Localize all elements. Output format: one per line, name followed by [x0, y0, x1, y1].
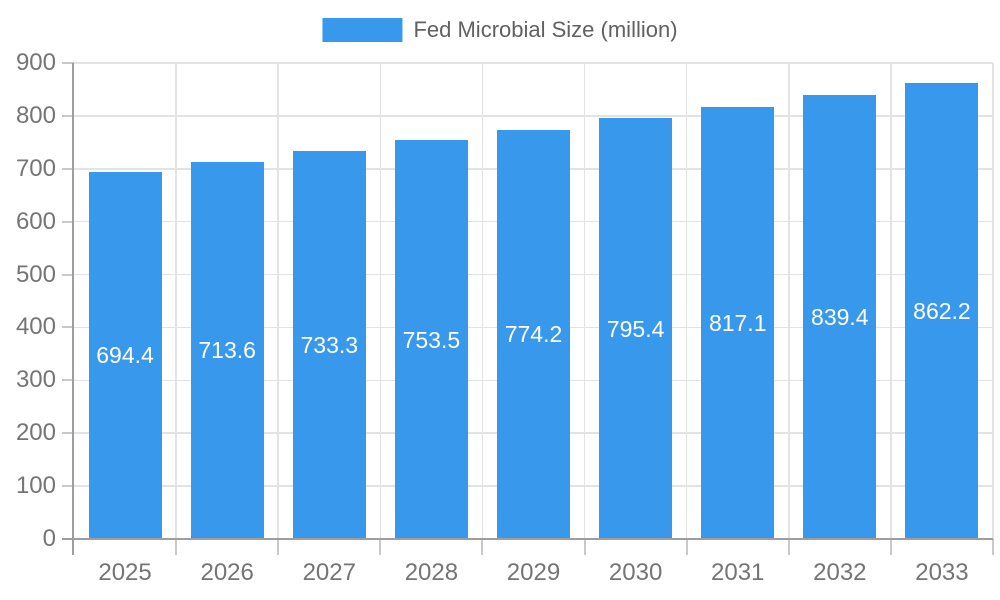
y-axis-label: 700: [15, 154, 56, 182]
gridline-v: [583, 63, 586, 539]
y-tick: [62, 326, 74, 329]
gridline-v: [788, 63, 790, 539]
bar-2028[interactable]: 753.5: [394, 140, 468, 539]
legend-label: Fed Microbial Size (million): [413, 17, 678, 42]
x-tick: [481, 539, 484, 555]
x-axis-label: 2029: [506, 559, 561, 586]
y-axis-label: 300: [15, 366, 56, 394]
x-tick: [175, 539, 178, 555]
y-axis-label: 500: [15, 260, 56, 288]
bar-2030[interactable]: 795.4: [599, 118, 673, 539]
x-tick: [277, 539, 280, 555]
bar-value-label: 713.6: [198, 337, 256, 364]
x-axis-label: 2025: [98, 559, 152, 586]
bar-2031[interactable]: 817.1: [701, 106, 775, 539]
x-axis-label: 2026: [200, 559, 254, 586]
bar-2026[interactable]: 713.6: [190, 161, 264, 539]
bar-value-label: 753.5: [402, 326, 461, 353]
y-axis-label: 600: [15, 207, 56, 235]
y-tick: [62, 220, 74, 223]
y-tick: [62, 273, 74, 276]
y-axis-label: 0: [42, 525, 56, 552]
gridline-h: [74, 115, 993, 117]
x-tick: [787, 539, 790, 555]
gridline-v: [481, 63, 484, 539]
x-axis-label: 2032: [813, 559, 867, 586]
gridline-v: [379, 63, 382, 539]
bar-value-label: 862.2: [913, 297, 971, 324]
legend-swatch[interactable]: [322, 18, 403, 42]
y-tick: [62, 114, 74, 117]
x-axis-label: 2027: [302, 559, 356, 586]
y-tick: [62, 167, 74, 170]
gridline-h: [74, 62, 993, 64]
x-axis-label: 2033: [915, 559, 969, 586]
bar-2027[interactable]: 733.3: [292, 151, 366, 539]
bar-value-label: 795.4: [606, 315, 665, 342]
y-axis-label: 200: [15, 419, 56, 447]
x-axis-label: 2028: [404, 559, 459, 586]
bar-2029[interactable]: 774.2: [497, 129, 570, 539]
legend[interactable]: Fed Microbial Size (million): [322, 17, 678, 43]
y-tick: [62, 485, 74, 488]
y-tick: [62, 379, 74, 382]
bar-value-label: 694.4: [96, 342, 154, 369]
x-tick: [583, 539, 586, 555]
y-axis-label: 800: [15, 101, 56, 129]
bar-2032[interactable]: 839.4: [803, 95, 877, 539]
gridline-v: [992, 63, 994, 539]
x-tick: [685, 539, 688, 555]
x-axis-label: 2031: [711, 559, 765, 586]
gridline-v: [277, 63, 279, 539]
y-axis-label: 900: [15, 49, 56, 76]
y-axis-label: 100: [15, 472, 56, 500]
bar-value-label: 817.1: [708, 309, 767, 336]
x-axis-label: 2030: [608, 559, 663, 586]
gridline-v: [890, 63, 892, 539]
x-axis-line: [62, 537, 993, 540]
y-tick: [62, 432, 74, 435]
bar-value-label: 733.3: [300, 332, 359, 359]
x-tick: [992, 539, 994, 555]
bar-value-label: 774.2: [504, 321, 563, 348]
gridline-v: [175, 63, 177, 539]
bar-2033[interactable]: 862.2: [905, 82, 979, 539]
gridline-v: [685, 63, 688, 539]
x-tick: [889, 539, 892, 555]
x-tick: [379, 539, 382, 555]
y-axis-line: [72, 63, 74, 555]
bar-value-label: 839.4: [811, 304, 869, 331]
bar-2025[interactable]: 694.4: [88, 171, 162, 539]
y-tick: [62, 62, 74, 64]
y-axis-label: 400: [15, 313, 56, 341]
